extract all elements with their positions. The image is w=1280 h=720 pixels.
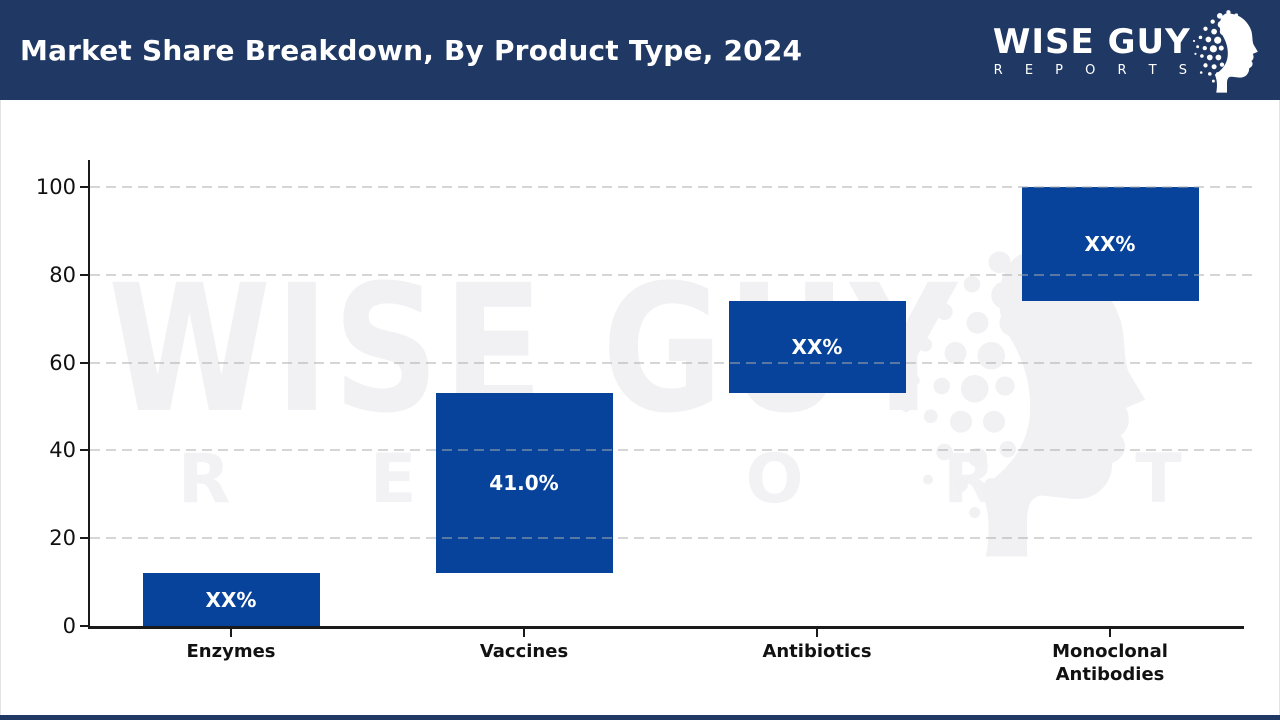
bar xyxy=(435,393,613,574)
y-tick-label: 80 xyxy=(49,262,76,287)
header-banner: Market Share Breakdown, By Product Type,… xyxy=(0,0,1280,100)
x-category-label: Monoclonal Antibodies xyxy=(1052,641,1168,685)
y-tick-label: 20 xyxy=(49,526,76,551)
page-title: Market Share Breakdown, By Product Type,… xyxy=(20,33,803,67)
y-tick-mark xyxy=(80,186,88,188)
x-category-label: Antibiotics xyxy=(762,641,872,662)
gridline xyxy=(90,273,1253,276)
x-tick-mark xyxy=(1109,629,1111,637)
bar-value-label: XX% xyxy=(1084,232,1136,257)
wise-guy-logo: WISE GUY R E P O R T S xyxy=(988,6,1270,96)
y-tick-mark xyxy=(80,537,88,540)
bar xyxy=(142,573,320,626)
bar-value-label: XX% xyxy=(791,335,843,360)
bar-value-label: 41.0% xyxy=(489,471,559,496)
y-tick-mark xyxy=(80,625,88,627)
y-axis-line xyxy=(88,160,90,628)
y-tick-label: 40 xyxy=(49,438,76,463)
x-category-label: Vaccines xyxy=(479,641,569,662)
logo-wordmark: WISE GUY xyxy=(992,22,1191,62)
gridline xyxy=(90,537,1253,540)
chart-area: WISE GUY R E P O R T S 020406080100XX%En… xyxy=(0,100,1280,715)
x-axis-line xyxy=(88,626,1244,629)
y-tick-label: 60 xyxy=(49,350,76,375)
bar xyxy=(728,301,906,394)
x-category-label: Enzymes xyxy=(186,641,276,662)
logo-subtext: R E P O R T S xyxy=(993,63,1196,78)
x-tick-mark xyxy=(816,629,818,637)
logo-head-icon xyxy=(1184,6,1270,96)
x-tick-mark xyxy=(523,629,525,637)
y-tick-label: 0 xyxy=(62,614,76,638)
y-tick-mark xyxy=(80,273,88,276)
footer-bar xyxy=(0,715,1280,720)
gridline xyxy=(90,361,1253,364)
logo-text: WISE GUY R E P O R T S xyxy=(988,25,1196,77)
y-tick-mark xyxy=(80,361,88,364)
x-tick-mark xyxy=(230,629,232,637)
bar xyxy=(1021,187,1199,302)
gridline xyxy=(90,449,1253,452)
gridline xyxy=(90,186,1253,188)
bar-value-label: XX% xyxy=(205,587,257,612)
y-tick-mark xyxy=(80,449,88,452)
y-tick-label: 100 xyxy=(35,175,76,199)
